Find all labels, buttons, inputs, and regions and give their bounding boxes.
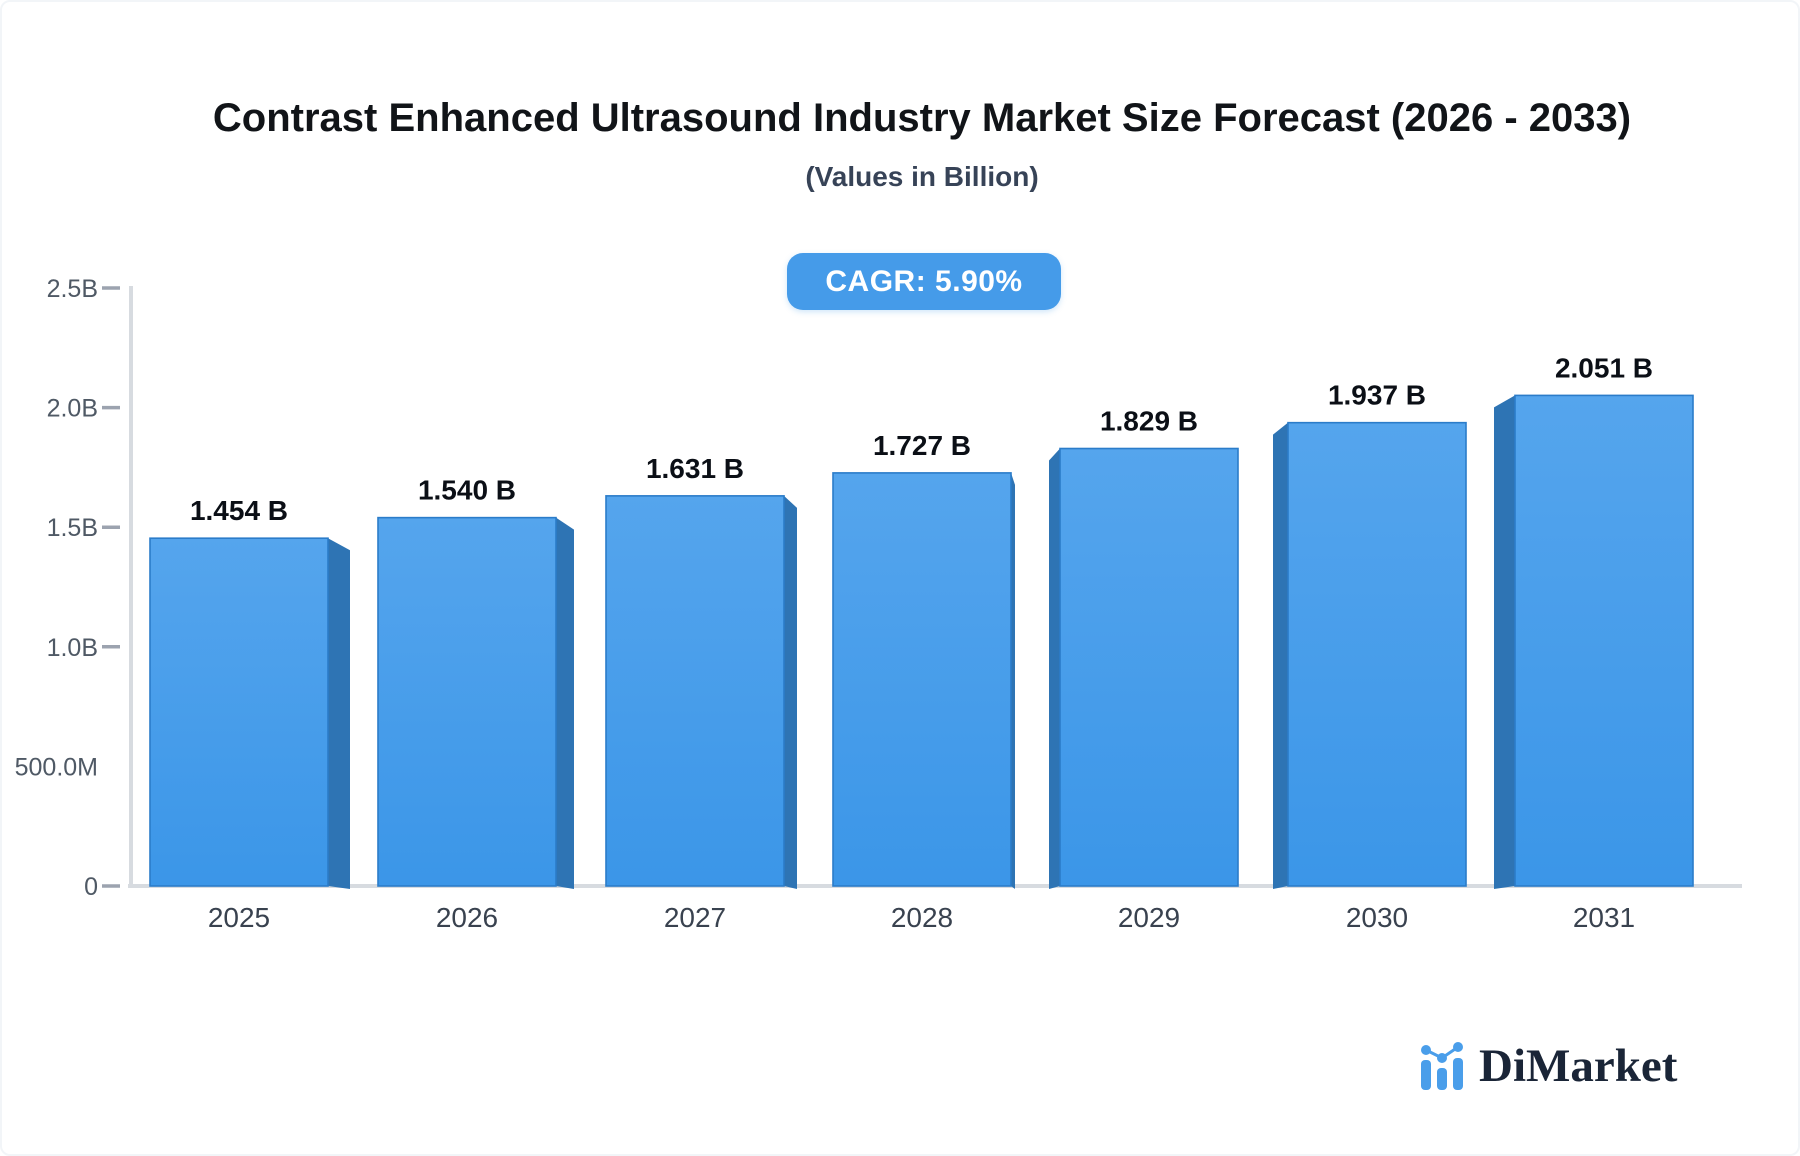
bar-value-label: 1.631 B (646, 453, 744, 484)
bar-2027 (605, 495, 785, 887)
y-tick-label: 500.0M (15, 753, 98, 781)
y-tick-label: 1.5B (47, 514, 98, 542)
bar-side (1049, 448, 1060, 889)
bar-side (1011, 472, 1015, 889)
bar-2025 (149, 537, 329, 887)
brand-name: DiMarket (1479, 1040, 1678, 1092)
bar-value-label: 1.454 B (190, 495, 288, 526)
bar-side (328, 538, 350, 889)
bar-2028 (832, 472, 1012, 887)
cagr-badge-label: CAGR: 5.90% (825, 264, 1023, 298)
bar-2031 (1514, 394, 1694, 887)
bar-value-label: 1.540 B (418, 475, 516, 506)
bar-value-label: 1.727 B (873, 430, 971, 461)
bar-side (1494, 395, 1515, 889)
bar-value-label: 1.937 B (1328, 380, 1426, 411)
x-axis-label: 2031 (1573, 902, 1635, 933)
page-title: Contrast Enhanced Ultrasound Industry Ma… (212, 96, 1632, 140)
x-axis-label: 2026 (436, 902, 498, 933)
bar-2030 (1287, 421, 1467, 887)
y-tick-label: 2.5B (47, 275, 98, 303)
bar-value-label: 1.829 B (1100, 406, 1198, 437)
y-tick-label: 1.0B (47, 634, 98, 662)
y-tick-label: 2.0B (47, 395, 98, 423)
bar-2026 (377, 516, 557, 887)
brand-chart-icon (1421, 1042, 1463, 1090)
cagr-badge: CAGR: 5.90% (787, 253, 1061, 310)
bar-side (556, 517, 574, 889)
x-axis-label: 2027 (664, 902, 726, 933)
bar-side (1273, 422, 1288, 889)
x-axis-label: 2030 (1346, 902, 1408, 933)
bar-value-label: 2.051 B (1555, 352, 1653, 383)
x-axis-label: 2028 (891, 902, 953, 933)
y-tick-label: 0 (84, 873, 98, 901)
bar-side (784, 495, 797, 889)
chart-header: Contrast Enhanced Ultrasound Industry Ma… (213, 96, 1631, 193)
x-axis-label: 2025 (208, 902, 270, 933)
chart-subtitle: (Values in Billion) (805, 161, 1039, 192)
bar-2029 (1059, 447, 1239, 887)
x-axis-label: 2029 (1118, 902, 1180, 933)
brand-logo: DiMarket (1421, 1040, 1677, 1092)
